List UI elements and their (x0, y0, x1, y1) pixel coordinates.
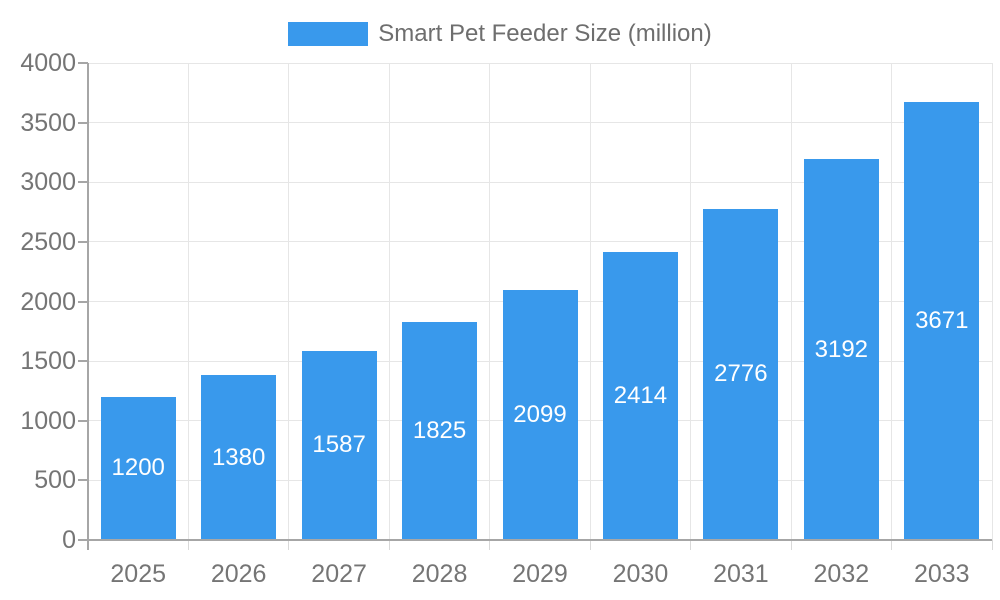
x-axis-tick-label: 2025 (110, 560, 167, 588)
y-axis-tick-label: 3500 (20, 108, 76, 137)
x-axis-tick (891, 540, 893, 550)
bar-value-label: 3671 (915, 307, 969, 335)
x-axis-tick-label: 2026 (210, 560, 267, 588)
x-axis-tick-label: 2031 (713, 560, 769, 588)
bar-value-label: 1825 (412, 417, 467, 445)
bar-value-label: 1200 (111, 454, 165, 482)
bar-value-label: 2414 (613, 382, 668, 410)
x-axis-tick-label: 2029 (512, 560, 568, 588)
bar-value-label: 1587 (312, 431, 366, 459)
y-axis-tick (78, 419, 88, 422)
x-axis-tick-label: 2033 (913, 560, 970, 588)
x-axis-tick (288, 540, 290, 550)
y-axis-tick-label: 4000 (20, 49, 76, 77)
bar-value-label: 2099 (513, 400, 567, 428)
y-axis-tick (78, 539, 88, 541)
x-axis-tick (991, 540, 993, 550)
y-gridline (88, 62, 992, 64)
x-axis-tick (388, 540, 390, 550)
x-axis-tick (690, 540, 692, 550)
y-axis-tick (78, 360, 88, 363)
x-gridline (589, 63, 591, 540)
x-gridline (790, 63, 792, 540)
x-axis-tick (589, 540, 591, 550)
y-axis-tick-label: 3000 (20, 168, 76, 197)
x-axis-tick (790, 540, 792, 550)
x-gridline (891, 63, 893, 540)
y-axis-tick (78, 479, 88, 482)
y-axis-tick (78, 62, 88, 64)
bar-value-label: 3192 (814, 335, 869, 363)
bar-2028 (402, 322, 478, 540)
x-axis-tick-label: 2028 (411, 560, 468, 588)
x-axis-tick (187, 540, 189, 550)
y-axis-tick-label: 1000 (20, 406, 76, 435)
x-axis-tick-label: 2027 (311, 560, 367, 588)
legend-label: Smart Pet Feeder Size (million) (378, 20, 712, 47)
y-axis-tick (78, 300, 88, 303)
y-axis-tick (78, 240, 88, 243)
bar-2033 (904, 102, 980, 540)
bar-2032 (803, 159, 879, 540)
x-gridline (388, 63, 390, 540)
legend-color-swatch (288, 22, 369, 46)
x-axis-tick-label: 2030 (612, 560, 669, 588)
x-axis-tick (489, 540, 491, 550)
x-axis-tick-label: 2032 (813, 560, 870, 588)
bar-value-label: 1380 (211, 443, 266, 471)
y-axis-tick-label: 1500 (20, 347, 76, 376)
y-axis-tick-label: 500 (34, 466, 76, 495)
y-gridline (88, 122, 992, 124)
bar-2027 (301, 350, 377, 540)
bar-2025 (100, 396, 176, 540)
bar-2026 (201, 375, 277, 540)
bar-value-label: 2776 (714, 360, 768, 388)
bar-2029 (502, 289, 578, 540)
bar-2030 (602, 252, 678, 540)
y-axis-tick-label: 2000 (20, 287, 76, 316)
x-gridline (489, 63, 491, 540)
y-axis-tick-label: 0 (62, 526, 76, 554)
x-gridline (991, 63, 993, 540)
legend-item[interactable]: Smart Pet Feeder Size (million) (0, 20, 1000, 48)
x-gridline (690, 63, 692, 540)
y-axis-tick (78, 181, 88, 184)
bar-2031 (703, 208, 779, 540)
y-axis-tick (78, 121, 88, 124)
y-axis-tick-label: 2500 (20, 227, 76, 256)
